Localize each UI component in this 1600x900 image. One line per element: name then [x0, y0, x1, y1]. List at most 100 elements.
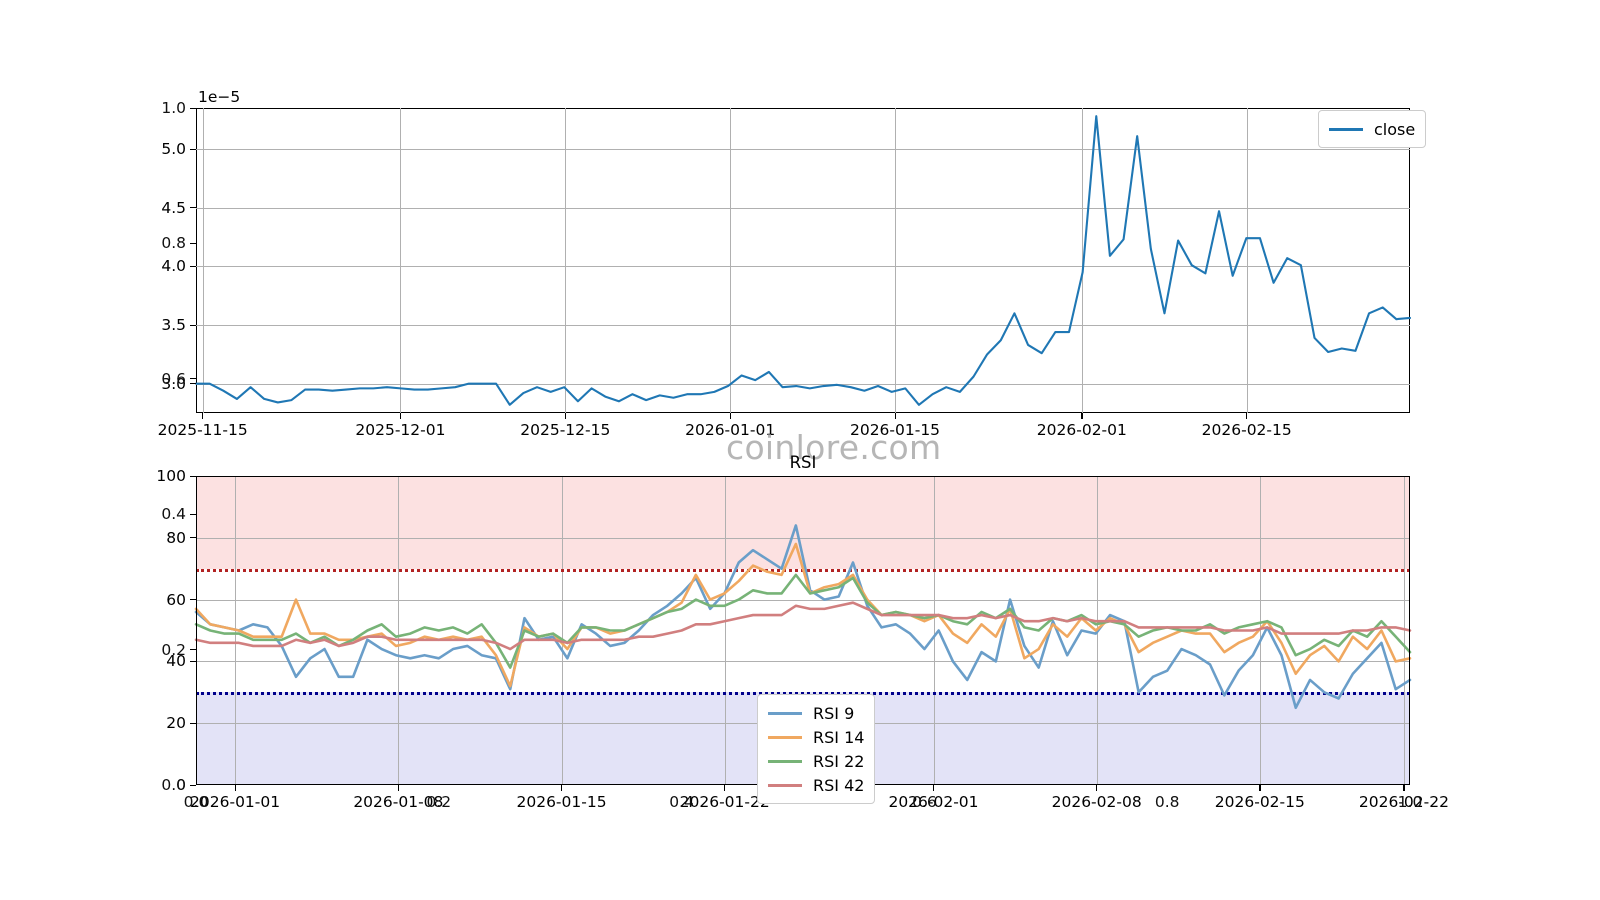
price-y-tick-mark	[190, 383, 196, 385]
rsi-y-tick-label: 80	[166, 528, 186, 547]
rsi-gridline-h	[196, 661, 1410, 663]
legend-item-rsi-22[interactable]: RSI 22	[768, 749, 864, 773]
legend-label-rsi-9: RSI 9	[813, 703, 855, 723]
price-gridline-v	[895, 108, 896, 413]
rsi-x-tick-mark	[724, 785, 726, 791]
legend-item-rsi-14[interactable]: RSI 14	[768, 725, 864, 749]
rsi-x-tick-label: 2026-01-01	[190, 793, 281, 811]
overlay-x-tick-label: 1.0	[1397, 793, 1423, 811]
rsi-x-tick-label: 2026-01-22	[679, 793, 770, 811]
price-y-tick-mark	[190, 265, 196, 268]
price-line-plot	[194, 115, 1412, 406]
price-x-tick-label: 2026-01-15	[849, 421, 941, 439]
overlay-y-tick-mark	[190, 378, 196, 380]
price-y-tick-mark	[190, 207, 196, 209]
overlay-y-tick-mark	[190, 107, 196, 109]
overlay-x-tick-label: 0.0	[183, 793, 209, 811]
price-y-tick-label: 4.0	[161, 257, 186, 276]
rsi-y-tick-mark	[190, 475, 196, 477]
price-x-tick-mark	[894, 413, 896, 419]
overlay-x-tick-label: 0.8	[1154, 793, 1180, 811]
legend-label-rsi-14: RSI 14	[813, 727, 865, 747]
price-gridline-h	[196, 325, 1410, 326]
price-y-tick-label: 4.5	[161, 198, 186, 217]
rsi-x-tick-mark	[1403, 785, 1405, 791]
rsi-legend[interactable]: RSI 9 RSI 14 RSI 22 RSI 42	[757, 694, 876, 804]
price-offset-label: 1e−5	[198, 88, 241, 106]
price-gridline-v	[565, 108, 567, 413]
rsi-gridline-v	[398, 476, 400, 785]
rsi-x-tick-mark	[1096, 785, 1098, 791]
rsi-gridline-h	[196, 599, 1410, 601]
legend-swatch-rsi-42	[768, 783, 802, 787]
price-legend[interactable]: close	[1318, 110, 1427, 148]
price-gridline-h	[196, 266, 1410, 268]
rsi-x-tick-mark	[561, 785, 563, 791]
legend-swatch-rsi-22	[768, 759, 802, 763]
price-x-tick-label: 2026-02-01	[1036, 421, 1127, 439]
price-y-tick-label: 3.0	[161, 374, 186, 393]
overlay-y-tick-label: 0.6	[161, 369, 186, 388]
price-x-tick-label: 2026-01-01	[685, 421, 776, 439]
legend-item-rsi-42[interactable]: RSI 42	[768, 773, 864, 797]
price-y-tick-label: 3.5	[161, 316, 186, 335]
rsi-y-tick-mark	[190, 599, 196, 601]
rsi-x-tick-label: 2026-02-08	[1051, 793, 1142, 811]
price-gridline-h	[196, 383, 1410, 385]
rsi-y-tick-label: 40	[166, 652, 186, 671]
rsi-x-tick-mark	[397, 785, 400, 791]
overlay-y-tick-label: 0.8	[161, 234, 186, 253]
price-gridline-v	[1081, 108, 1083, 413]
rsi-y-tick-mark	[190, 660, 196, 663]
rsi-line-plot	[194, 524, 1412, 710]
overlay-y-tick-label: 0.4	[161, 505, 186, 524]
price-y-tick-mark	[190, 148, 196, 150]
overlay-y-tick-mark	[190, 784, 196, 786]
legend-item-close[interactable]: close	[1329, 117, 1415, 141]
overlay-y-tick-mark	[190, 242, 196, 245]
rsi-gridline-v	[933, 476, 935, 785]
price-x-tick-mark	[1081, 413, 1083, 419]
overlay-y-tick-mark	[190, 649, 196, 651]
price-y-tick-label: 5.0	[161, 140, 186, 159]
rsi-oversold-line	[196, 692, 1410, 696]
rsi-y-tick-label: 20	[166, 714, 186, 733]
rsi-x-tick-label: 2026-02-22	[1358, 793, 1449, 811]
overlay-y-tick-label: 0.2	[161, 640, 186, 659]
price-x-tick-label: 2025-12-15	[520, 421, 611, 439]
legend-label-rsi-22: RSI 22	[813, 751, 865, 771]
price-x-tick-label: 2025-12-01	[355, 421, 446, 439]
legend-item-rsi-9[interactable]: RSI 9	[768, 701, 864, 725]
price-gridline-h	[196, 149, 1410, 151]
overlay-x-tick-label: 0.2	[426, 793, 452, 811]
rsi-x-tick-mark	[933, 785, 935, 791]
rsi-x-tick-mark	[1259, 785, 1261, 791]
legend-label-close: close	[1374, 119, 1416, 139]
legend-swatch-close	[1329, 127, 1363, 131]
price-x-tick-mark	[729, 413, 731, 419]
overlay-y-tick-label: 0.0	[161, 776, 186, 794]
rsi-y-tick-mark	[190, 537, 196, 539]
rsi-gridline-v	[561, 476, 563, 785]
rsi-x-tick-label: 2026-01-15	[516, 793, 607, 811]
watermark: coinlore.com	[726, 428, 942, 467]
price-x-tick-label: 2025-11-15	[157, 421, 248, 439]
rsi-x-tick-label: 2026-01-08	[353, 793, 444, 811]
rsi-y-tick-label: 100	[156, 467, 186, 485]
price-x-tick-mark	[202, 413, 204, 419]
price-chart-panel	[194, 108, 1412, 413]
legend-label-rsi-42: RSI 42	[813, 775, 865, 795]
price-x-tick-label: 2026-02-15	[1201, 421, 1292, 439]
price-x-tick-mark	[564, 413, 566, 419]
price-x-tick-mark	[399, 413, 402, 419]
price-gridline-v	[202, 108, 204, 413]
legend-swatch-rsi-14	[768, 735, 802, 739]
rsi-gridline-h	[196, 537, 1410, 539]
rsi-y-tick-mark	[190, 722, 196, 724]
price-gridline-v	[400, 108, 402, 413]
price-gridline-h	[196, 207, 1410, 209]
price-x-tick-mark	[1246, 413, 1248, 419]
legend-swatch-rsi-9	[768, 711, 802, 715]
rsi-x-tick-mark	[234, 785, 236, 791]
